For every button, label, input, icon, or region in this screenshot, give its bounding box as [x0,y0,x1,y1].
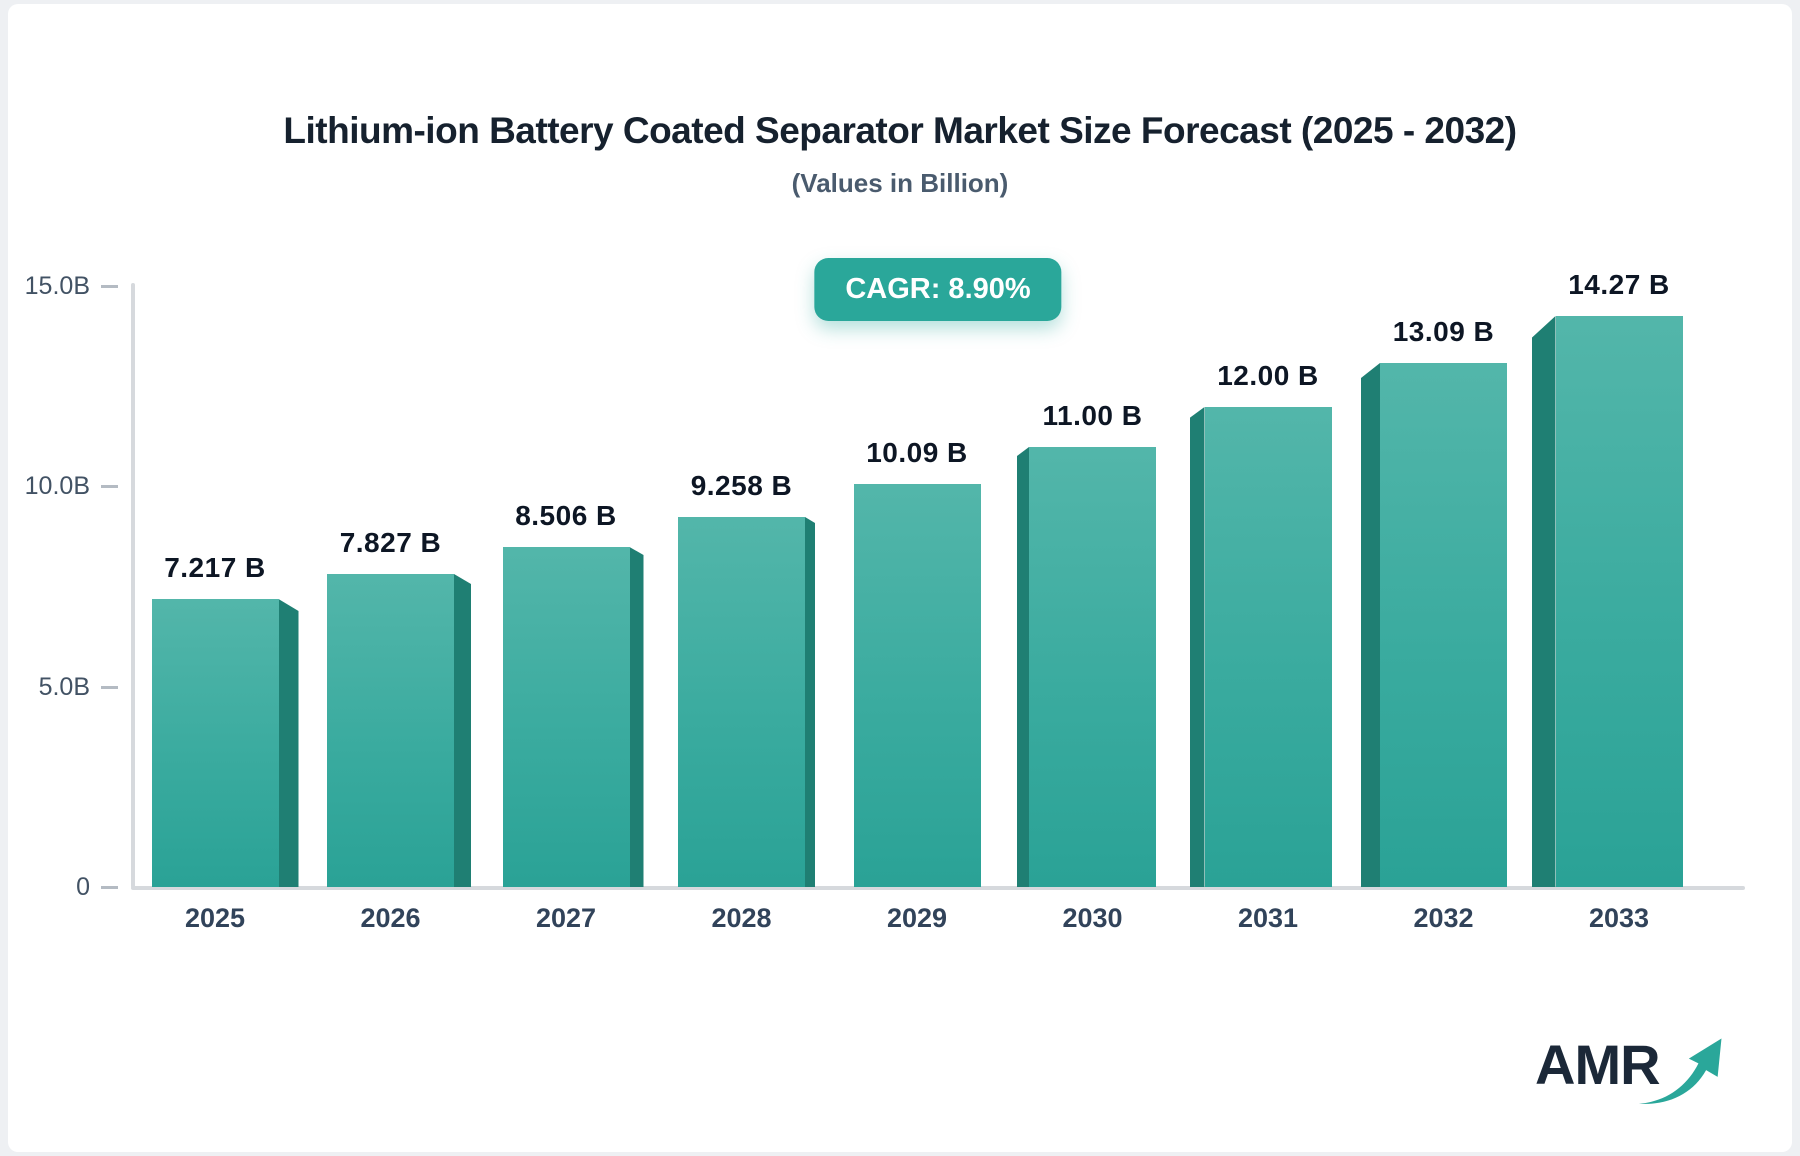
x-axis-year-label: 2029 [886,903,948,933]
y-tick-mark [101,485,118,489]
chart-subtitle: (Values in Billion) [791,168,1009,198]
bar [853,484,981,887]
bar [502,547,630,887]
x-axis-year-label: 2031 [1237,903,1299,933]
bar [151,599,279,887]
x-axis-line [131,886,1745,890]
y-tick-mark [101,284,118,288]
x-axis-year-label: 2025 [184,903,246,933]
bar-3d-side [454,574,471,887]
cagr-badge: CAGR: 8.90% [814,258,1062,321]
amr-logo-text: AMR [1535,1033,1661,1096]
bar-3d-side [1361,363,1380,887]
y-tick-label: 5.0B [38,672,90,701]
bar [1380,363,1507,887]
bar-3d-side [629,547,644,887]
growth-arrow-icon [1638,1038,1722,1104]
bar [1204,407,1332,887]
bar-value-label: 14.27 B [1568,269,1670,300]
bar-3d-side [805,517,815,887]
bar-3d-side [278,599,299,887]
bar-value-label: 7.827 B [339,527,442,558]
chart-title: Lithium-ion Battery Coated Separator Mar… [283,110,1517,151]
bar [1029,447,1156,887]
x-axis-year-label: 2026 [360,903,421,933]
y-tick-label: 0 [76,873,90,901]
bar-3d-side [1531,316,1556,887]
x-axis-year-label: 2028 [711,903,772,933]
bar-value-label: 9.258 B [690,470,793,501]
bar-value-label: 12.00 B [1217,360,1319,391]
y-axis-line [131,283,135,888]
bar [1555,316,1683,887]
x-axis-year-label: 2027 [535,903,597,933]
bar-3d-side [1189,407,1205,887]
amr-logo: AMR [1535,1032,1765,1122]
bar-value-label: 10.09 B [866,437,968,468]
bar-value-label: 13.09 B [1392,316,1495,347]
y-tick-mark [101,886,118,889]
bar [678,517,805,887]
x-axis-year-label: 2033 [1588,903,1650,933]
y-tick-label: 10.0B [24,472,90,501]
y-tick-label: 15.0B [24,271,90,300]
x-axis-year-label: 2032 [1413,903,1474,933]
bar-value-label: 8.506 B [515,500,617,531]
bar-3d-side [1017,447,1029,887]
x-axis-year-label: 2030 [1062,903,1123,933]
y-tick-mark [101,685,118,689]
bar [327,574,454,887]
bar-value-label: 7.217 B [164,552,266,583]
bar-value-label: 11.00 B [1042,400,1143,431]
